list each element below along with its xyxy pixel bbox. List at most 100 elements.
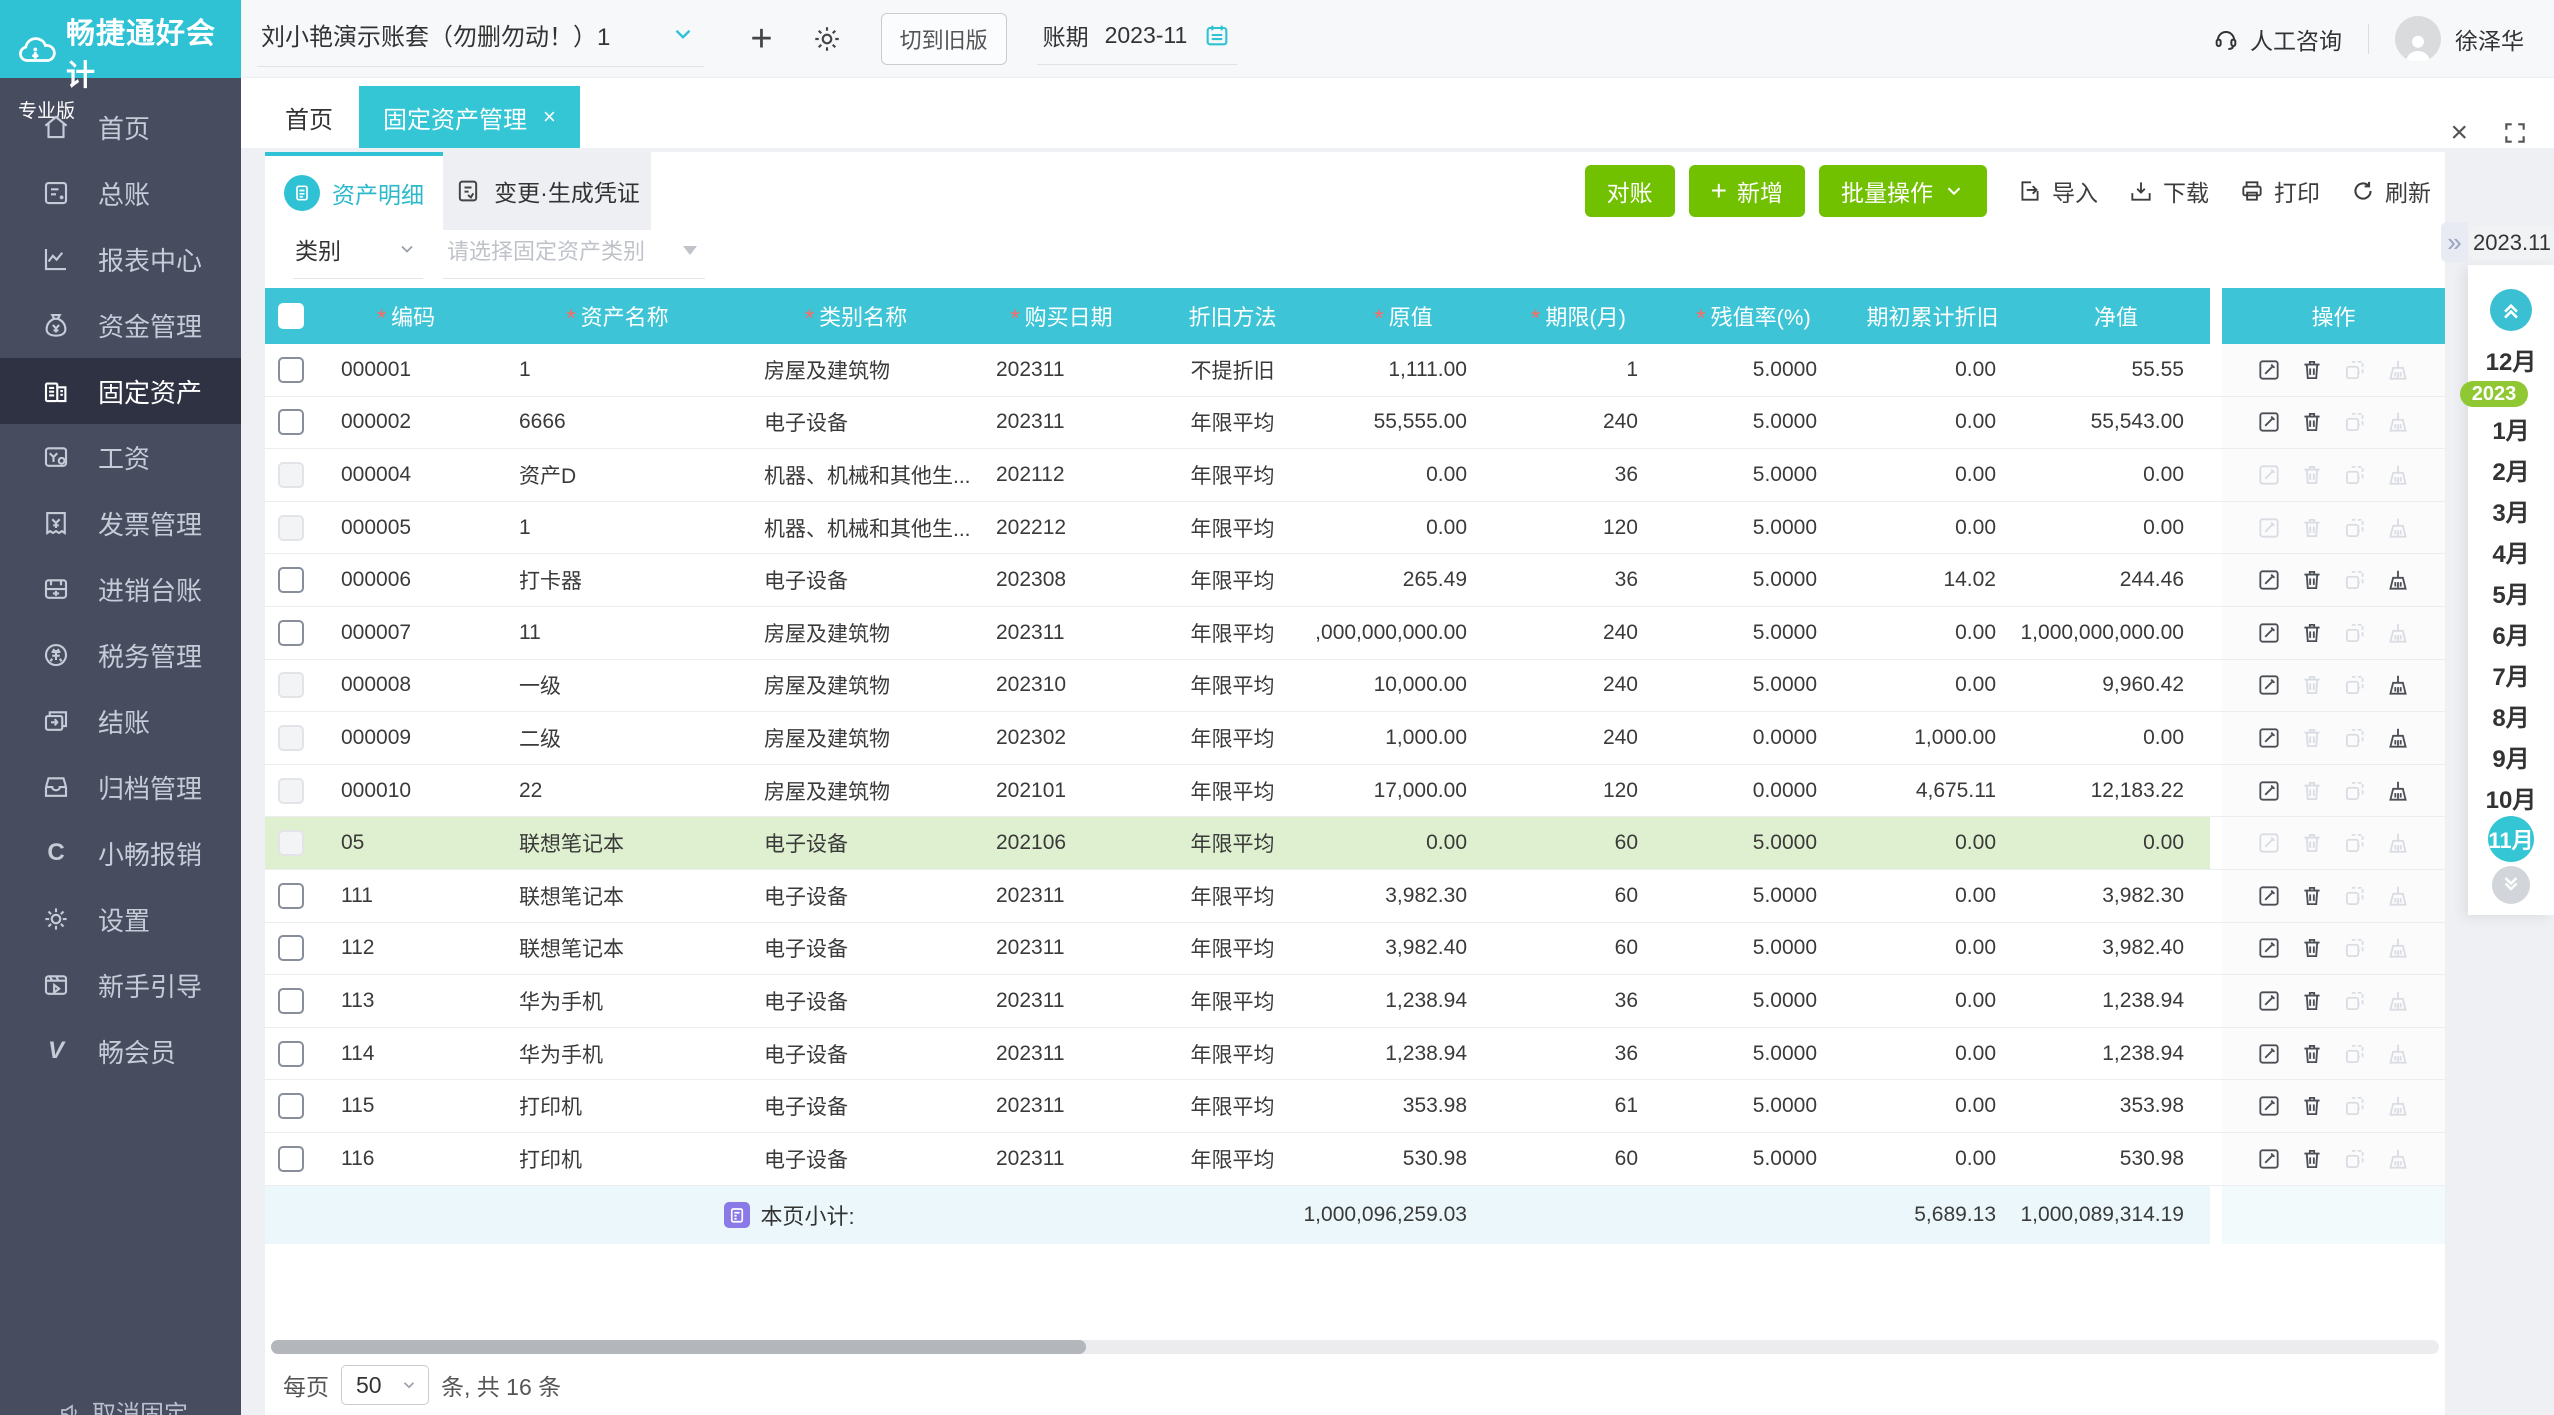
tab-fixed-asset-management[interactable]: 固定资产管理 × <box>359 86 580 148</box>
asset-category-select[interactable]: 请选择固定资产类别 <box>443 230 705 279</box>
sidebar-item-membership[interactable]: V 畅会员 <box>0 1018 241 1084</box>
edit-icon[interactable] <box>2256 515 2282 541</box>
edit-icon[interactable] <box>2256 830 2282 856</box>
month-item[interactable]: 4月 <box>2492 541 2530 568</box>
col-header-code[interactable]: 编码 <box>317 288 495 344</box>
month-item[interactable]: 6月 <box>2492 623 2530 650</box>
month-item[interactable]: 10月 <box>2485 787 2537 814</box>
row-checkbox[interactable] <box>278 672 304 699</box>
col-header-term-months[interactable]: 期限(月) <box>1493 288 1664 344</box>
delete-icon[interactable] <box>2299 567 2325 593</box>
row-checkbox[interactable] <box>278 882 304 909</box>
calendar-collapse-button[interactable]: » <box>2441 222 2468 262</box>
row-checkbox[interactable] <box>278 724 304 751</box>
sidebar-item-expense[interactable]: C 小畅报销 <box>0 820 241 886</box>
delete-icon[interactable] <box>2299 620 2325 646</box>
month-item[interactable]: 7月 <box>2492 664 2530 691</box>
copy-icon[interactable] <box>2342 567 2368 593</box>
import-button[interactable]: 导入 <box>2017 174 2098 208</box>
cleanup-brush-icon[interactable] <box>2385 1093 2411 1119</box>
row-checkbox[interactable] <box>278 356 304 383</box>
month-item[interactable]: 2月 <box>2492 459 2530 486</box>
sidebar-item-settings[interactable]: 设置 <box>0 886 241 952</box>
row-checkbox[interactable] <box>278 987 304 1014</box>
row-checkbox[interactable] <box>278 1145 304 1172</box>
month-item[interactable]: 1月 <box>2492 418 2530 445</box>
calendar-scroll-up-button[interactable] <box>2490 289 2532 331</box>
calendar-scroll-down-button[interactable] <box>2492 866 2530 904</box>
col-header-purchase-date[interactable]: 购买日期 <box>972 288 1151 344</box>
switch-to-old-version-button[interactable]: 切到旧版 <box>880 12 1007 65</box>
tab-home[interactable]: 首页 <box>285 106 333 134</box>
edit-icon[interactable] <box>2256 883 2282 909</box>
delete-icon[interactable] <box>2299 725 2325 751</box>
delete-icon[interactable] <box>2299 357 2325 383</box>
col-header-net-value[interactable]: 净值 <box>2093 305 2138 330</box>
row-checkbox[interactable] <box>278 1093 304 1120</box>
delete-icon[interactable] <box>2299 1146 2325 1172</box>
col-header-depreciation-method[interactable]: 折旧方法 <box>1188 305 1277 330</box>
copy-icon[interactable] <box>2342 1093 2368 1119</box>
settings-gear-button[interactable] <box>811 23 843 55</box>
edit-icon[interactable] <box>2256 1146 2282 1172</box>
subtab-asset-detail[interactable]: 资产明细 <box>265 152 443 230</box>
row-checkbox[interactable] <box>278 777 304 804</box>
sidebar-item-salary[interactable]: 工资 <box>0 424 241 490</box>
copy-icon[interactable] <box>2342 830 2368 856</box>
edit-icon[interactable] <box>2256 357 2282 383</box>
user-avatar[interactable] <box>2395 15 2441 62</box>
unpin-sidebar[interactable]: 取消固定 <box>58 1394 188 1415</box>
cleanup-brush-icon[interactable] <box>2385 462 2411 488</box>
human-support-link[interactable]: 人工咨询 <box>2212 22 2342 56</box>
subtab-change-voucher[interactable]: 变更·生成凭证 <box>443 152 651 230</box>
cleanup-brush-icon[interactable] <box>2385 1041 2411 1067</box>
edit-icon[interactable] <box>2256 935 2282 961</box>
cleanup-brush-icon[interactable] <box>2385 567 2411 593</box>
cleanup-brush-icon[interactable] <box>2385 672 2411 698</box>
copy-icon[interactable] <box>2342 883 2368 909</box>
cleanup-brush-icon[interactable] <box>2385 515 2411 541</box>
delete-icon[interactable] <box>2299 672 2325 698</box>
sidebar-item-tax[interactable]: 税务管理 <box>0 622 241 688</box>
copy-icon[interactable] <box>2342 409 2368 435</box>
col-header-asset-name[interactable]: 资产名称 <box>495 288 740 344</box>
delete-icon[interactable] <box>2299 462 2325 488</box>
cleanup-brush-icon[interactable] <box>2385 357 2411 383</box>
sidebar-item-guide[interactable]: 新手引导 <box>0 952 241 1018</box>
add-button[interactable]: + 新增 <box>1688 165 1805 217</box>
download-button[interactable]: 下载 <box>2128 174 2209 208</box>
row-checkbox[interactable] <box>278 1040 304 1067</box>
month-item[interactable]: 9月 <box>2492 746 2530 773</box>
delete-icon[interactable] <box>2299 778 2325 804</box>
edit-icon[interactable] <box>2256 778 2282 804</box>
close-all-button[interactable]: × <box>2450 118 2468 148</box>
sidebar-item-closing[interactable]: 结账 <box>0 688 241 754</box>
delete-icon[interactable] <box>2299 830 2325 856</box>
copy-icon[interactable] <box>2342 725 2368 751</box>
delete-icon[interactable] <box>2299 1093 2325 1119</box>
delete-icon[interactable] <box>2299 883 2325 909</box>
col-header-original-value[interactable]: 原值 <box>1314 288 1493 344</box>
row-checkbox[interactable] <box>278 935 304 962</box>
month-item[interactable]: 2023 <box>2459 381 2529 407</box>
delete-icon[interactable] <box>2299 988 2325 1014</box>
sidebar-item-invoices[interactable]: 发票管理 <box>0 490 241 556</box>
sidebar-item-purchase-sales[interactable]: 进销台账 <box>0 556 241 622</box>
delete-icon[interactable] <box>2299 515 2325 541</box>
sidebar-item-report-center[interactable]: 报表中心 <box>0 226 241 292</box>
delete-icon[interactable] <box>2299 409 2325 435</box>
select-all-checkbox[interactable] <box>278 303 304 329</box>
month-item[interactable]: 8月 <box>2492 705 2530 732</box>
batch-actions-button[interactable]: 批量操作 <box>1819 165 1987 217</box>
row-checkbox[interactable] <box>278 514 304 541</box>
copy-icon[interactable] <box>2342 672 2368 698</box>
row-checkbox[interactable] <box>278 619 304 646</box>
copy-icon[interactable] <box>2342 515 2368 541</box>
edit-icon[interactable] <box>2256 1041 2282 1067</box>
row-checkbox[interactable] <box>278 409 304 436</box>
copy-icon[interactable] <box>2342 935 2368 961</box>
col-header-residual-rate[interactable]: 残值率(%) <box>1664 288 1843 344</box>
row-checkbox[interactable] <box>278 461 304 488</box>
horizontal-scrollbar-track[interactable] <box>271 1340 2439 1354</box>
cleanup-brush-icon[interactable] <box>2385 935 2411 961</box>
